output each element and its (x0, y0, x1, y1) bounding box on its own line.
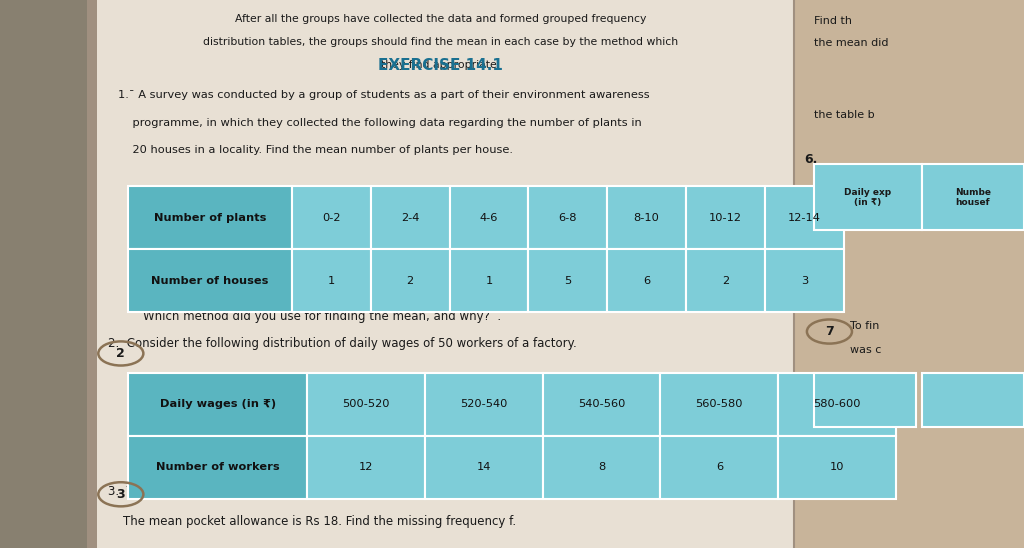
Text: the table b: the table b (814, 110, 874, 119)
Bar (0, 0, 97, 548)
Text: To fin: To fin (850, 321, 880, 330)
Text: After all the groups have collected the data and formed grouped frequency: After all the groups have collected the … (234, 14, 646, 24)
Text: 10: 10 (829, 462, 845, 472)
Text: 8: 8 (598, 462, 605, 472)
Text: 520-540: 520-540 (460, 399, 508, 409)
Bar (128, 436, 307, 499)
Text: 2-4: 2-4 (401, 213, 419, 223)
Bar (922, 373, 1024, 427)
Text: 540-560: 540-560 (578, 399, 626, 409)
Bar (87, 0, 113, 548)
Text: 2: 2 (407, 276, 414, 286)
Text: 6: 6 (643, 276, 650, 286)
Text: 7: 7 (825, 325, 834, 338)
Text: 6: 6 (716, 462, 723, 472)
Bar (371, 186, 450, 249)
Text: Fi: Fi (814, 263, 823, 273)
Text: distribution tables, the groups should find the mean in each case by the method : distribution tables, the groups should f… (203, 37, 678, 47)
Bar (450, 249, 528, 312)
Text: Find th: Find th (814, 16, 852, 26)
Text: 14: 14 (476, 462, 492, 472)
Bar (292, 186, 371, 249)
Bar (128, 249, 292, 312)
Text: Number of houses: Number of houses (152, 276, 268, 286)
Text: EXERCISE 14.1: EXERCISE 14.1 (378, 58, 503, 72)
Text: 12: 12 (358, 462, 374, 472)
Text: 4-6: 4-6 (480, 213, 498, 223)
Text: Find the mean daily wages of the workers of the factory by using an appropriate : Find the mean daily wages of the workers… (133, 452, 729, 465)
Text: 6-8: 6-8 (558, 213, 578, 223)
Text: 5: 5 (564, 276, 571, 286)
Text: 1: 1 (328, 276, 335, 286)
Bar (660, 373, 778, 436)
Text: 0-2: 0-2 (322, 213, 341, 223)
Text: 8-10: 8-10 (634, 213, 659, 223)
Bar (765, 249, 844, 312)
Bar (128, 186, 292, 249)
Text: the mean did: the mean did (814, 38, 889, 48)
Text: Daily wages (in ₹): Daily wages (in ₹) (160, 399, 275, 409)
Bar (371, 249, 450, 312)
Text: Which method did you use for finding the mean, and why?  .: Which method did you use for finding the… (143, 310, 502, 323)
Text: The mean pocket allowance is Rs 18. Find the missing frequency f.: The mean pocket allowance is Rs 18. Find… (108, 515, 516, 528)
Bar (794, 0, 1024, 548)
Bar (543, 373, 660, 436)
Bar (307, 373, 425, 436)
Text: 500-520: 500-520 (342, 399, 390, 409)
Text: 12-14: 12-14 (787, 213, 821, 223)
Bar (922, 164, 1024, 230)
Text: 580-600: 580-600 (813, 399, 861, 409)
Bar (97, 0, 794, 548)
Bar (778, 436, 896, 499)
Bar (425, 373, 543, 436)
Bar (814, 164, 922, 230)
Text: 20 houses in a locality. Find the mean number of plants per house.: 20 houses in a locality. Find the mean n… (118, 145, 513, 155)
Text: 2.  Consider the following distribution of daily wages of 50 workers of a factor: 2. Consider the following distribution o… (108, 337, 577, 350)
Text: 3: 3 (801, 276, 808, 286)
Bar (528, 186, 607, 249)
Bar (765, 186, 844, 249)
Bar (528, 249, 607, 312)
Bar (307, 436, 425, 499)
Bar (686, 249, 765, 312)
Text: Number of plants: Number of plants (154, 213, 266, 223)
Bar (543, 436, 660, 499)
Text: 3: 3 (117, 488, 125, 501)
Text: 1.¯ A survey was conducted by a group of students as a part of their environment: 1.¯ A survey was conducted by a group of… (118, 90, 649, 100)
Text: 560-580: 560-580 (695, 399, 743, 409)
Bar (686, 186, 765, 249)
Text: 2: 2 (117, 347, 125, 360)
Text: Numbe
housef: Numbe housef (954, 187, 991, 207)
Bar (607, 186, 686, 249)
Text: Number of workers: Number of workers (156, 462, 280, 472)
Text: was c: was c (850, 345, 882, 355)
Text: 6.: 6. (804, 153, 817, 167)
Text: they find appropriate.: they find appropriate. (381, 60, 500, 70)
Bar (778, 373, 896, 436)
Text: 1: 1 (485, 276, 493, 286)
Text: 3.  The following distribution shows the daily pocket allowance of children of a: 3. The following distribution shows the … (108, 485, 620, 498)
Bar (128, 373, 307, 436)
Bar (660, 436, 778, 499)
Text: Daily exp
(in ₹): Daily exp (in ₹) (844, 187, 892, 207)
Text: programme, in which they collected the following data regarding the number of pl: programme, in which they collected the f… (118, 118, 641, 128)
Bar (425, 436, 543, 499)
Text: 2: 2 (722, 276, 729, 286)
Bar (607, 249, 686, 312)
Bar (814, 373, 916, 427)
Text: 10-12: 10-12 (709, 213, 742, 223)
Bar (292, 249, 371, 312)
Bar (450, 186, 528, 249)
